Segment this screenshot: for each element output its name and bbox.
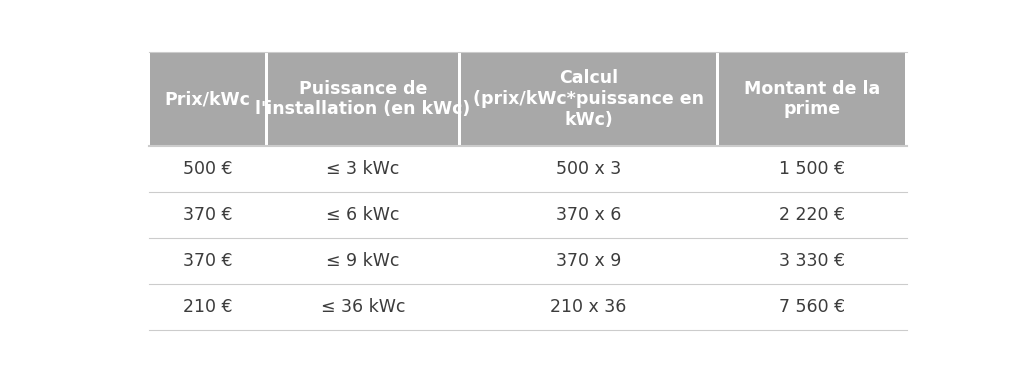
Text: ≤ 36 kWc: ≤ 36 kWc	[320, 298, 405, 316]
Text: 370 x 6: 370 x 6	[556, 206, 621, 224]
Bar	[150, 238, 265, 284]
Bar	[268, 238, 458, 284]
Text: 3 330 €: 3 330 €	[780, 252, 846, 270]
Bar	[719, 192, 905, 238]
Bar	[719, 146, 905, 192]
Bar	[268, 146, 458, 192]
Bar	[150, 146, 265, 192]
Text: 2 220 €: 2 220 €	[780, 206, 846, 224]
Bar	[719, 52, 905, 146]
Text: 210 x 36: 210 x 36	[550, 298, 626, 316]
Text: ≤ 9 kWc: ≤ 9 kWc	[327, 252, 400, 270]
Bar	[461, 192, 716, 238]
Text: 210 €: 210 €	[182, 298, 232, 316]
Bar	[719, 238, 905, 284]
Text: 500 x 3: 500 x 3	[556, 160, 621, 178]
Text: 7 560 €: 7 560 €	[779, 298, 846, 316]
Bar	[268, 52, 458, 146]
Text: 370 €: 370 €	[182, 252, 232, 270]
Text: ≤ 6 kWc: ≤ 6 kWc	[327, 206, 400, 224]
Bar	[268, 192, 458, 238]
Text: 370 x 9: 370 x 9	[556, 252, 621, 270]
Text: 500 €: 500 €	[182, 160, 232, 178]
Bar	[719, 284, 905, 330]
Text: Montant de la
prime: Montant de la prime	[744, 80, 881, 119]
Bar	[461, 238, 716, 284]
Bar	[461, 146, 716, 192]
Text: 370 €: 370 €	[182, 206, 232, 224]
Bar	[150, 284, 265, 330]
Text: ≤ 3 kWc: ≤ 3 kWc	[327, 160, 400, 178]
Text: Puissance de
l'installation (en kWc): Puissance de l'installation (en kWc)	[255, 80, 471, 119]
Bar	[150, 52, 265, 146]
Text: Calcul
(prix/kWc*puissance en
kWc): Calcul (prix/kWc*puissance en kWc)	[473, 69, 705, 129]
Bar	[268, 284, 458, 330]
Text: 1 500 €: 1 500 €	[780, 160, 846, 178]
Bar	[461, 284, 716, 330]
Bar	[461, 52, 716, 146]
Text: Prix/kWc: Prix/kWc	[165, 90, 250, 108]
Bar	[150, 192, 265, 238]
